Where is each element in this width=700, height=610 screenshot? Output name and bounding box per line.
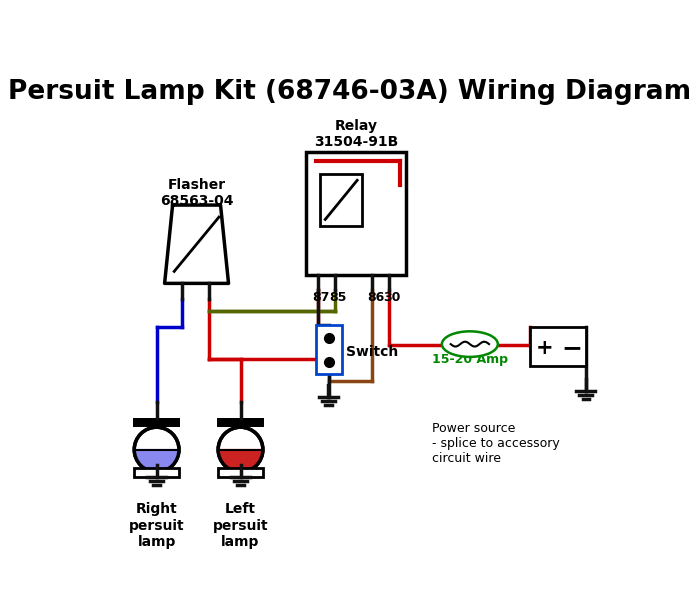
Text: Relay
31504-91B: Relay 31504-91B	[314, 119, 398, 149]
Text: Flasher
68563-04: Flasher 68563-04	[160, 178, 233, 208]
Text: 30: 30	[384, 292, 401, 304]
Bar	[316, 325, 342, 375]
Text: 85: 85	[329, 292, 346, 304]
Text: −: −	[561, 336, 582, 360]
Text: Power source
- splice to accessory
circuit wire: Power source - splice to accessory circu…	[433, 422, 560, 465]
Circle shape	[134, 427, 179, 472]
Text: 86: 86	[367, 292, 384, 304]
Bar	[306, 151, 406, 275]
Text: Persuit Lamp Kit (68746-03A) Wiring Diagram: Persuit Lamp Kit (68746-03A) Wiring Diag…	[8, 79, 692, 104]
Bar	[134, 418, 180, 427]
Text: 15-20 Amp: 15-20 Amp	[432, 353, 508, 366]
Bar	[218, 468, 263, 477]
Bar	[321, 174, 362, 226]
Ellipse shape	[442, 331, 498, 357]
Bar	[530, 328, 586, 365]
Text: Switch: Switch	[346, 345, 398, 359]
Polygon shape	[134, 450, 179, 472]
Text: Right
persuit
lamp: Right persuit lamp	[129, 503, 184, 549]
Circle shape	[218, 427, 263, 472]
Bar	[217, 418, 264, 427]
Text: Left
persuit
lamp: Left persuit lamp	[213, 503, 268, 549]
Polygon shape	[218, 450, 263, 472]
Bar	[134, 468, 179, 477]
Text: 87: 87	[312, 292, 330, 304]
Text: +: +	[536, 338, 553, 358]
